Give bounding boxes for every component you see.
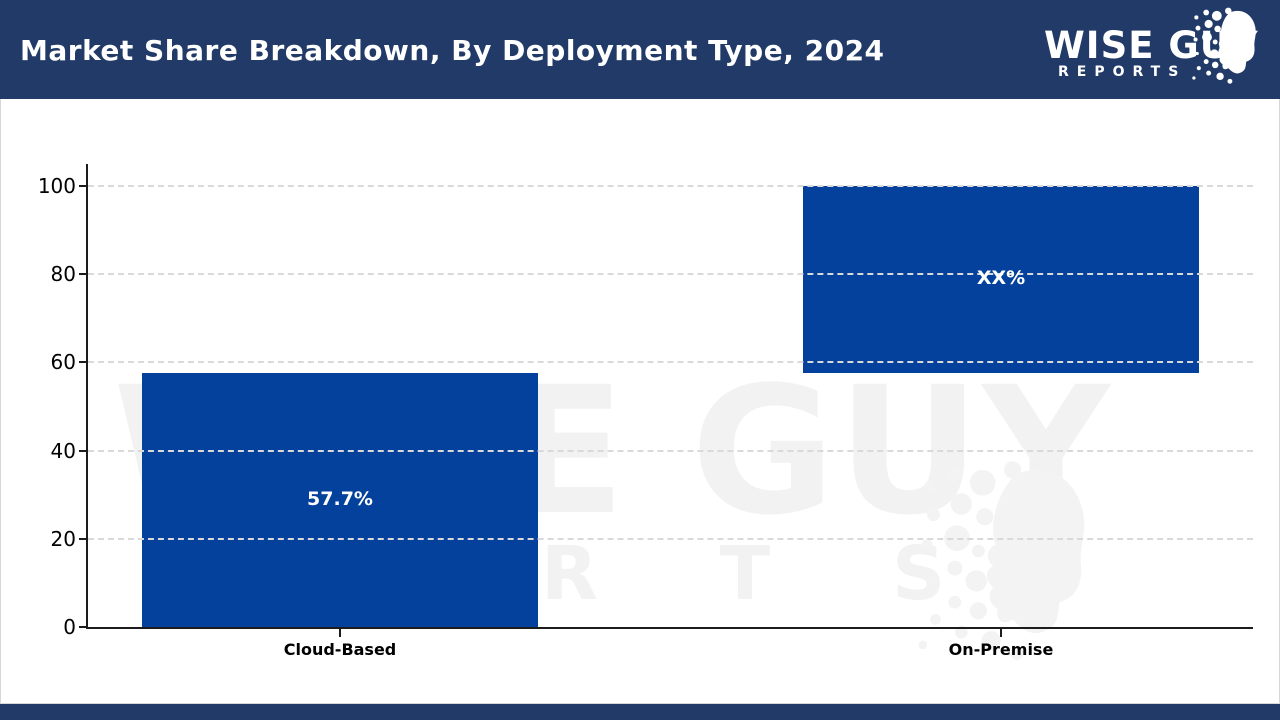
- bar-on-premise: [803, 186, 1199, 373]
- x-category-label: On-Premise: [948, 640, 1054, 659]
- wiseguy-logo: WISE GUY REPORTS: [1016, 4, 1266, 96]
- bar-value-label: 57.7%: [307, 487, 373, 510]
- gridline-60: [88, 361, 1253, 364]
- watermark-face-icon: [918, 461, 1085, 660]
- gridline-40: [88, 449, 1253, 452]
- gridline-20: [88, 537, 1253, 540]
- y-tick-label-0: 0: [63, 615, 76, 639]
- gridline-100: [88, 185, 1253, 187]
- header-band: Market Share Breakdown, By Deployment Ty…: [0, 0, 1280, 99]
- x-category-label: Cloud-Based: [283, 640, 397, 659]
- y-tick-20: [79, 537, 88, 540]
- logo-face-icon: [1192, 7, 1256, 84]
- watermark-subtext: R T S: [541, 531, 994, 617]
- y-tick-label-40: 40: [50, 438, 76, 463]
- bar-value-label: XX%: [976, 267, 1026, 290]
- footer-band: [0, 704, 1280, 720]
- y-axis: [86, 164, 88, 629]
- y-tick-0: [79, 626, 88, 628]
- y-tick-40: [79, 449, 88, 452]
- y-tick-label-60: 60: [50, 350, 76, 375]
- chart-title: Market Share Breakdown, By Deployment Ty…: [20, 34, 885, 67]
- y-tick-100: [79, 185, 88, 187]
- y-tick-60: [79, 361, 88, 364]
- logo-subtitle: REPORTS: [1058, 64, 1187, 80]
- y-tick-label-80: 80: [50, 262, 76, 287]
- bar-cloud-based: [142, 372, 538, 627]
- y-tick-label-20: 20: [50, 526, 76, 551]
- gridline-80: [88, 273, 1253, 276]
- y-tick-label-100: 100: [37, 174, 76, 198]
- x-tick-1: [1000, 629, 1002, 637]
- x-tick-0: [339, 629, 341, 637]
- x-axis: [86, 627, 1253, 629]
- y-tick-80: [79, 273, 88, 276]
